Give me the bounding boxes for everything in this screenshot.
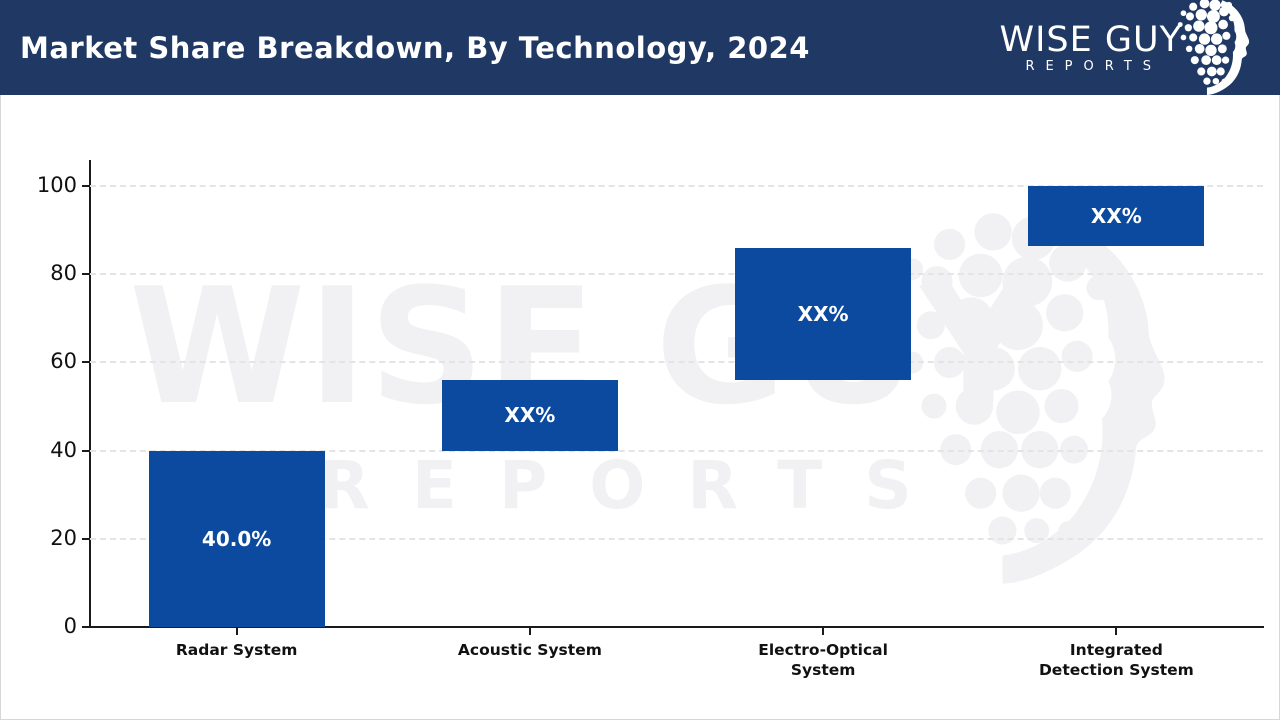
- y-tick-label-60: 60: [50, 349, 77, 374]
- bar-value-label: XX%: [797, 301, 849, 326]
- x-tick-4: [1115, 627, 1118, 635]
- y-tick-0: [82, 626, 90, 628]
- bar-1: 40.0%: [148, 450, 325, 627]
- x-category-label-line: Electro-Optical: [758, 641, 888, 659]
- y-tick-label-100: 100: [36, 173, 77, 197]
- x-category-label: Integrated Detection System: [971, 640, 1261, 680]
- gridline-100: [90, 185, 1263, 187]
- x-category-label: Acoustic System: [385, 640, 675, 660]
- gridline-20: [90, 537, 1263, 540]
- x-tick-3: [822, 627, 825, 635]
- logo-text: WISE GUY REPORTS: [999, 22, 1182, 74]
- y-tick-label-20: 20: [50, 525, 77, 550]
- y-tick-label-0: 0: [63, 614, 77, 638]
- bar-value-label: XX%: [1090, 203, 1142, 228]
- page-title: Market Share Breakdown, By Technology, 2…: [20, 30, 810, 65]
- logo-wordmark: WISE GUY: [999, 19, 1182, 60]
- x-category-label-line: Radar System: [175, 641, 298, 659]
- logo-subtitle: REPORTS: [1025, 58, 1163, 74]
- y-axis-line: [89, 160, 91, 628]
- gridline-40: [90, 449, 1263, 452]
- y-tick-100: [82, 185, 90, 187]
- gridline-80: [90, 273, 1263, 276]
- y-tick-label-80: 80: [50, 261, 77, 286]
- bar-value-label: XX%: [504, 403, 556, 428]
- y-tick-label-40: 40: [50, 437, 77, 462]
- y-tick-40: [82, 449, 90, 452]
- gridline-60: [90, 361, 1263, 364]
- bar-value-label: 40.0%: [201, 526, 272, 551]
- x-category-label-line: Acoustic System: [457, 641, 602, 659]
- x-category-label: Electro-Optical System: [678, 640, 968, 680]
- y-tick-20: [82, 537, 90, 540]
- bar-2: XX%: [441, 380, 618, 451]
- x-category-label-line: System: [790, 661, 856, 679]
- x-tick-2: [528, 627, 531, 635]
- y-tick-80: [82, 273, 90, 276]
- x-category-label-line: Integrated: [1069, 641, 1163, 659]
- bar-4: XX%: [1028, 186, 1205, 246]
- watermark-text-2: REPORTS: [319, 447, 954, 524]
- x-category-label-line: Detection System: [1038, 661, 1194, 679]
- header: Market Share Breakdown, By Technology, 2…: [0, 0, 1280, 95]
- y-tick-60: [82, 361, 90, 364]
- chart-area: WISE GUY REPORTS 0 20 40 60 80 100 40.0% Radar …: [0, 95, 1280, 720]
- x-axis-line: [89, 626, 1264, 628]
- x-category-label: Radar System: [92, 640, 382, 660]
- wise-guy-logo: WISE GUY REPORTS: [999, 0, 1254, 99]
- x-tick-1: [235, 627, 238, 635]
- bar-3: XX%: [735, 247, 912, 381]
